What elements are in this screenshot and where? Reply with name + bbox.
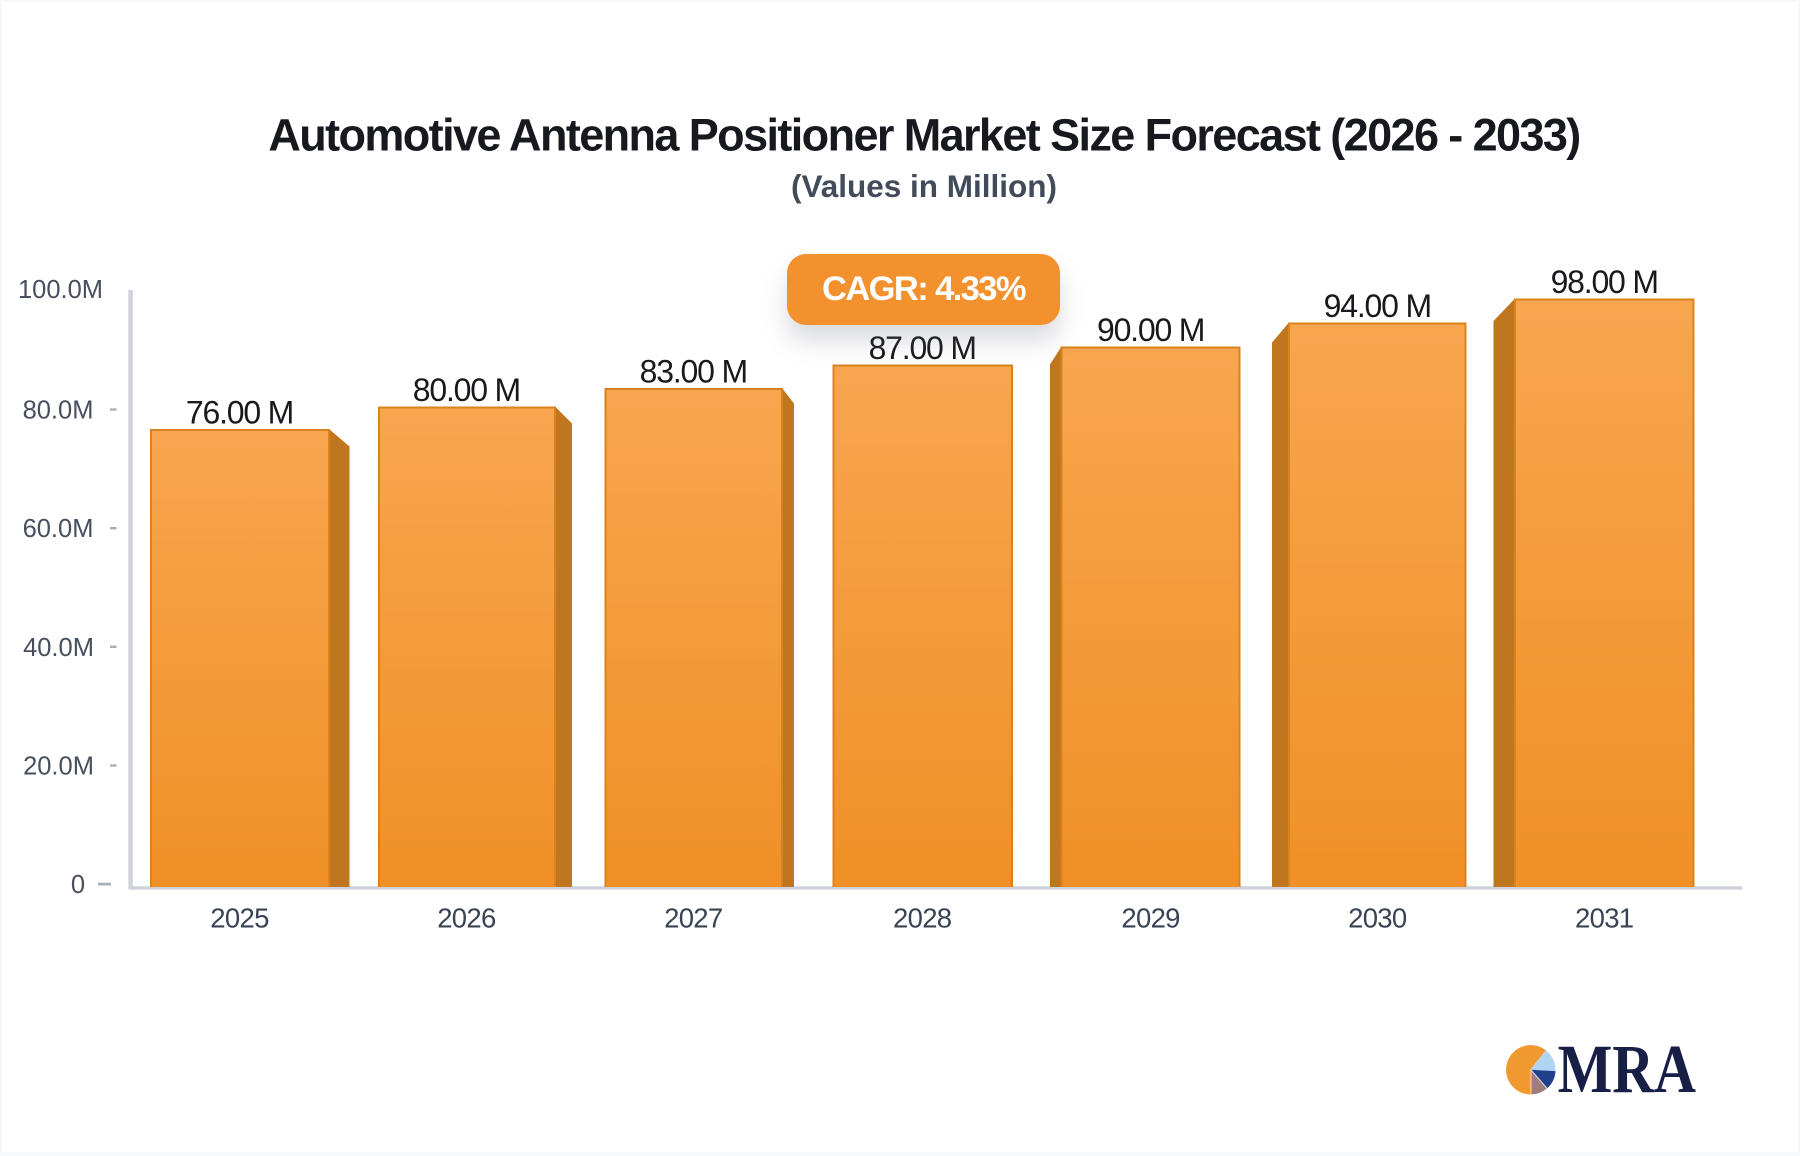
svg-text:2030: 2030 bbox=[1348, 903, 1407, 934]
svg-text:2026: 2026 bbox=[437, 903, 496, 934]
svg-text:2031: 2031 bbox=[1575, 903, 1633, 934]
svg-text:(Values in Million): (Values in Million) bbox=[791, 168, 1057, 204]
svg-text:80.0M: 80.0M bbox=[23, 397, 94, 425]
svg-text:2029: 2029 bbox=[1121, 903, 1179, 934]
svg-text:90.00 M: 90.00 M bbox=[1097, 312, 1204, 348]
svg-text:94.00 M: 94.00 M bbox=[1324, 288, 1431, 324]
svg-text:2028: 2028 bbox=[893, 903, 952, 934]
svg-text:60.0M: 60.0M bbox=[23, 515, 94, 543]
svg-text:2025: 2025 bbox=[210, 903, 269, 934]
svg-text:83.00 M: 83.00 M bbox=[640, 354, 747, 390]
svg-text:100.0M: 100.0M bbox=[18, 276, 103, 304]
svg-text:98.00 M: 98.00 M bbox=[1551, 264, 1658, 300]
svg-text:87.00 M: 87.00 M bbox=[869, 330, 976, 366]
svg-text:40.0M: 40.0M bbox=[23, 634, 94, 662]
svg-text:2027: 2027 bbox=[664, 903, 722, 934]
svg-text:Automotive Antenna Positioner: Automotive Antenna Positioner Market Siz… bbox=[268, 110, 1579, 161]
svg-text:MRA: MRA bbox=[1558, 1030, 1696, 1107]
svg-text:80.00 M: 80.00 M bbox=[413, 372, 520, 408]
svg-text:76.00 M: 76.00 M bbox=[186, 395, 293, 431]
svg-text:20.0M: 20.0M bbox=[23, 753, 94, 781]
svg-text:0: 0 bbox=[71, 871, 85, 899]
